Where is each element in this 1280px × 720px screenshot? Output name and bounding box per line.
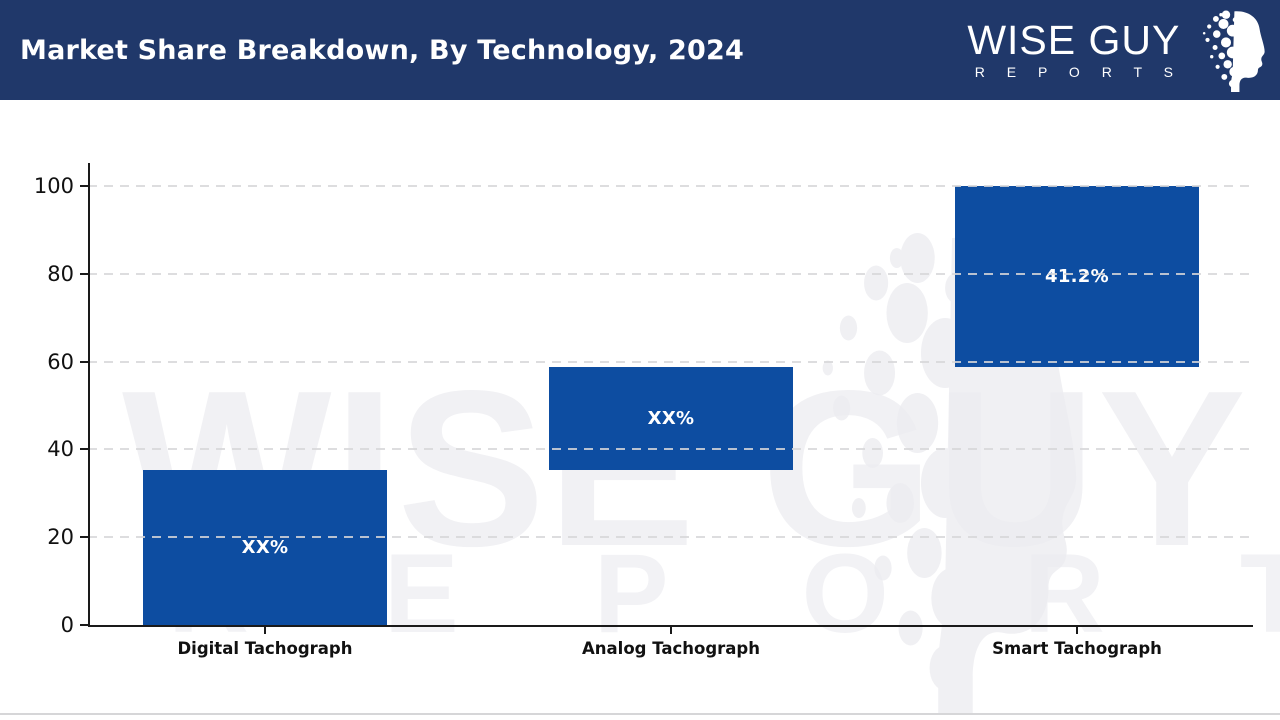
gridline-100 — [88, 185, 1253, 187]
x-axis-category-label: Analog Tachograph — [582, 639, 760, 658]
bar-analog-tachograph: XX% — [549, 366, 793, 471]
x-axis-category-label: Smart Tachograph — [992, 639, 1162, 658]
bar-value-label: XX% — [647, 407, 695, 429]
x-axis-tick — [1076, 627, 1078, 634]
y-axis-tick-label: 100 — [33, 174, 74, 198]
bar-value-label: XX% — [241, 537, 289, 558]
header-bar: Market Share Breakdown, By Technology, 2… — [0, 0, 1280, 100]
x-axis-category-label: Digital Tachograph — [177, 639, 353, 658]
wiseguy-face-icon — [1202, 10, 1265, 92]
y-axis-tick — [80, 624, 88, 626]
y-axis-tick-label: 60 — [47, 349, 74, 374]
logo-wordmark: WISE GUY — [967, 17, 1181, 63]
y-axis-tick-label: 40 — [47, 437, 74, 462]
x-axis-line — [88, 625, 1253, 627]
y-axis-tick — [80, 536, 88, 539]
y-axis-tick-label: 20 — [47, 525, 74, 550]
logo-reports-label: R E P O R T S — [974, 64, 1182, 80]
chart-title: Market Share Breakdown, By Technology, 2… — [20, 34, 745, 66]
y-axis-tick — [80, 272, 88, 275]
y-axis-tick-label: 0 — [60, 613, 74, 637]
gridline-40 — [88, 448, 1253, 451]
bar-smart-tachograph: 41.2% — [955, 186, 1199, 367]
y-axis-line — [88, 163, 90, 627]
bar-value-label: 41.2% — [1045, 265, 1109, 287]
x-axis-tick — [264, 627, 266, 634]
y-axis-tick — [80, 185, 88, 187]
bottom-divider — [0, 713, 1280, 715]
bar-digital-tachograph: XX% — [143, 470, 387, 625]
y-axis-tick-label: 80 — [47, 261, 74, 286]
gridline-80 — [88, 272, 1253, 275]
gridline-60 — [88, 360, 1253, 363]
y-axis-tick — [80, 360, 88, 363]
gridline-20 — [88, 536, 1253, 539]
wiseguy-logo: WISE GUY R E P O R T S — [966, 8, 1280, 92]
x-axis-tick — [670, 627, 672, 634]
y-axis-tick — [80, 448, 88, 451]
